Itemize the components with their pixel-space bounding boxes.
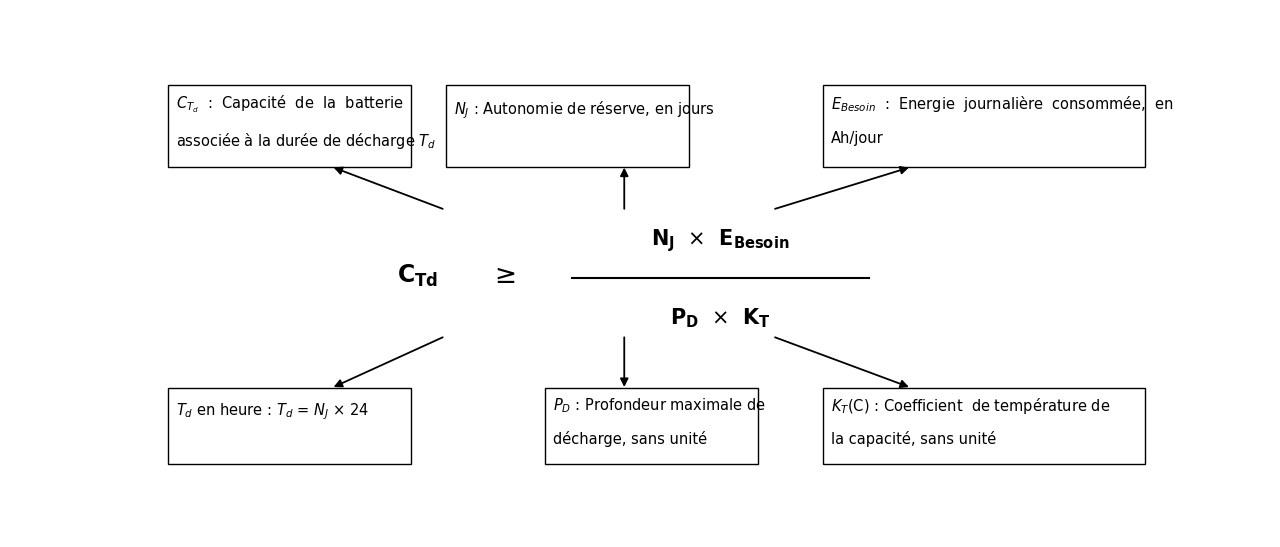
FancyBboxPatch shape bbox=[823, 388, 1146, 464]
FancyBboxPatch shape bbox=[445, 85, 689, 167]
Text: la capacité, sans unité: la capacité, sans unité bbox=[831, 431, 996, 447]
Text: $\mathbf{P_D}$  $\times$  $\mathbf{K_T}$: $\mathbf{P_D}$ $\times$ $\mathbf{K_T}$ bbox=[671, 306, 771, 330]
Text: $K_T$(C) : Coefficient  de température de: $K_T$(C) : Coefficient de température de bbox=[831, 397, 1110, 416]
Text: $\geq$: $\geq$ bbox=[489, 263, 516, 289]
Text: $N_J$ : Autonomie de réserve, en jours: $N_J$ : Autonomie de réserve, en jours bbox=[453, 99, 714, 121]
Text: $P_D$ : Profondeur maximale de: $P_D$ : Profondeur maximale de bbox=[553, 397, 765, 415]
Text: $C_{T_d}$  :  Capacité  de  la  batterie: $C_{T_d}$ : Capacité de la batterie bbox=[175, 94, 403, 115]
Text: $\mathbf{C_{Td}}$: $\mathbf{C_{Td}}$ bbox=[397, 263, 439, 289]
Text: $T_d$ en heure : $T_d$ = $N_J$ × 24: $T_d$ en heure : $T_d$ = $N_J$ × 24 bbox=[175, 401, 369, 422]
Text: $\mathbf{N_J}$  $\times$  $\mathbf{E_{Besoin}}$: $\mathbf{N_J}$ $\times$ $\mathbf{E_{Beso… bbox=[652, 227, 790, 254]
Text: $E_{Besoin}$  :  Energie  journalière  consommée,  en: $E_{Besoin}$ : Energie journalière conso… bbox=[831, 94, 1174, 114]
Text: décharge, sans unité: décharge, sans unité bbox=[553, 431, 707, 447]
FancyBboxPatch shape bbox=[168, 85, 411, 167]
Text: Ah/jour: Ah/jour bbox=[831, 131, 883, 146]
FancyBboxPatch shape bbox=[545, 388, 758, 464]
FancyBboxPatch shape bbox=[823, 85, 1146, 167]
FancyBboxPatch shape bbox=[168, 388, 411, 464]
Text: associée à la durée de décharge $T_d$: associée à la durée de décharge $T_d$ bbox=[175, 131, 436, 152]
